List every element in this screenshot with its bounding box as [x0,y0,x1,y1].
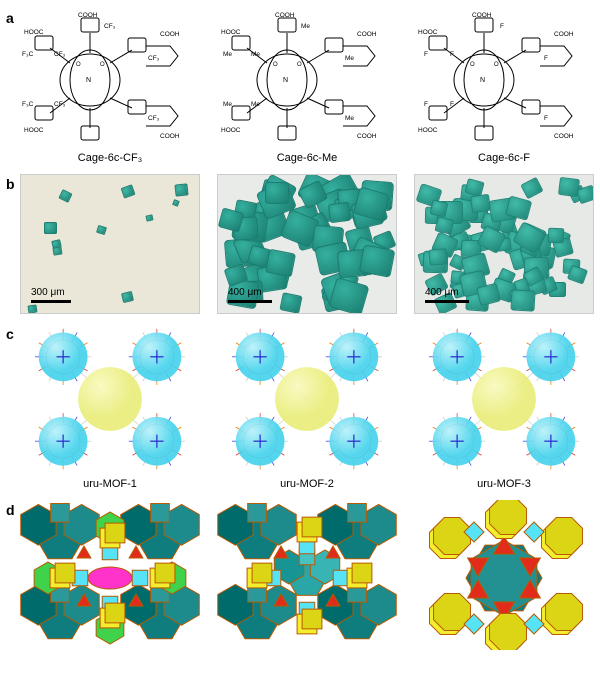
panel-label-a3: Cage-6c-F [478,152,530,164]
svg-text:N: N [283,77,288,84]
scalebar-2: 400 μm [228,287,272,303]
svg-text:F: F [544,55,548,62]
svg-text:CF₃: CF₃ [148,55,160,62]
structure-mof-3 [414,324,594,474]
svg-text:COOH: COOH [357,133,377,140]
svg-text:O: O [470,62,475,68]
tiling-1 [20,500,200,650]
svg-text:Me: Me [251,101,260,108]
svg-text:COOH: COOH [275,12,295,19]
svg-text:N: N [86,77,91,84]
svg-text:F: F [450,101,454,108]
svg-text:CF₃: CF₃ [148,115,160,122]
panel-label-c2: uru-MOF-2 [280,478,334,490]
svg-text:F₃C: F₃C [22,51,34,58]
svg-text:Me: Me [223,101,232,108]
svg-text:O: O [297,62,302,68]
figure: a [0,0,600,658]
structure-mof-1 [20,324,200,474]
tiling-3 [414,500,594,650]
svg-text:COOH: COOH [160,133,180,140]
svg-text:F: F [424,101,428,108]
svg-text:HOOC: HOOC [418,127,438,134]
svg-text:Me: Me [251,51,260,58]
panel-label-a1: Cage-6c-CF₃ [78,152,142,164]
row-label-c: c [6,326,14,342]
panel-c2: uru-MOF-2 [217,324,397,490]
scalebar-3: 400 μm [425,287,469,303]
row-label-b: b [6,176,15,192]
svg-text:F: F [424,51,428,58]
panel-c1: uru-MOF-1 [20,324,200,490]
row-d: d [6,500,594,650]
chemical-structure-cf3: HOOC HOOC COOH COOH COOH F₃C F₃C CF₃ CF₃ CF₃… [20,8,200,148]
svg-text:Me: Me [345,55,354,62]
panel-b1: 300 μm [20,174,200,314]
svg-text:COOH: COOH [160,31,180,38]
svg-text:F₃C: F₃C [22,101,34,108]
panel-label-c1: uru-MOF-1 [83,478,137,490]
svg-text:O: O [100,62,105,68]
svg-text:CF₃: CF₃ [104,23,116,30]
svg-text:HOOC: HOOC [418,29,438,36]
panel-label-a2: Cage-6c-Me [277,152,338,164]
svg-text:HOOC: HOOC [221,29,241,36]
micrograph-3: 400 μm [414,174,594,314]
chemical-structure-me: HOOC HOOC COOH COOH COOH Me Me Me Me Me Me Me… [217,8,397,148]
panel-label-c3: uru-MOF-3 [477,478,531,490]
micrograph-1: 300 μm [20,174,200,314]
svg-text:CF₃: CF₃ [54,101,66,108]
panel-a2: HOOC HOOC COOH COOH COOH Me Me Me Me Me Me Me… [217,8,397,164]
svg-text:COOH: COOH [554,31,574,38]
panel-b3: 400 μm [414,174,594,314]
svg-text:COOH: COOH [554,133,574,140]
svg-text:O: O [76,62,81,68]
svg-text:HOOC: HOOC [24,29,44,36]
svg-text:Me: Me [301,23,310,30]
svg-text:CF₃: CF₃ [54,51,66,58]
svg-text:COOH: COOH [78,12,98,19]
row-a: a [6,8,594,164]
svg-text:HOOC: HOOC [221,127,241,134]
svg-text:O: O [494,62,499,68]
chemical-structure-f: HOOC HOOC COOH COOH COOH F F F F F F F N O O [414,8,594,148]
panel-b2: 400 μm [217,174,397,314]
tiling-2 [217,500,397,650]
svg-text:N: N [480,77,485,84]
svg-text:Me: Me [223,51,232,58]
panel-d3 [414,500,594,650]
row-b: b 300 μm 400 μm [6,174,594,314]
micrograph-2: 400 μm [217,174,397,314]
svg-text:O: O [273,62,278,68]
svg-text:F: F [450,51,454,58]
panel-a3: HOOC HOOC COOH COOH COOH F F F F F F F N O O C… [414,8,594,164]
panel-d1 [20,500,200,650]
svg-text:HOOC: HOOC [24,127,44,134]
svg-text:F: F [500,23,504,30]
panel-c3: uru-MOF-3 [414,324,594,490]
svg-text:F: F [544,115,548,122]
scalebar-1: 300 μm [31,287,71,303]
svg-text:COOH: COOH [472,12,492,19]
svg-text:COOH: COOH [357,31,377,38]
svg-text:Me: Me [345,115,354,122]
row-label-d: d [6,502,15,518]
row-label-a: a [6,10,14,26]
row-c: c uru-MOF-1 uru-MOF-2 uru-MOF-3 [6,324,594,490]
panel-d2 [217,500,397,650]
structure-mof-2 [217,324,397,474]
panel-a1: HOOC HOOC COOH COOH COOH F₃C F₃C CF₃ CF₃ CF₃… [20,8,200,164]
